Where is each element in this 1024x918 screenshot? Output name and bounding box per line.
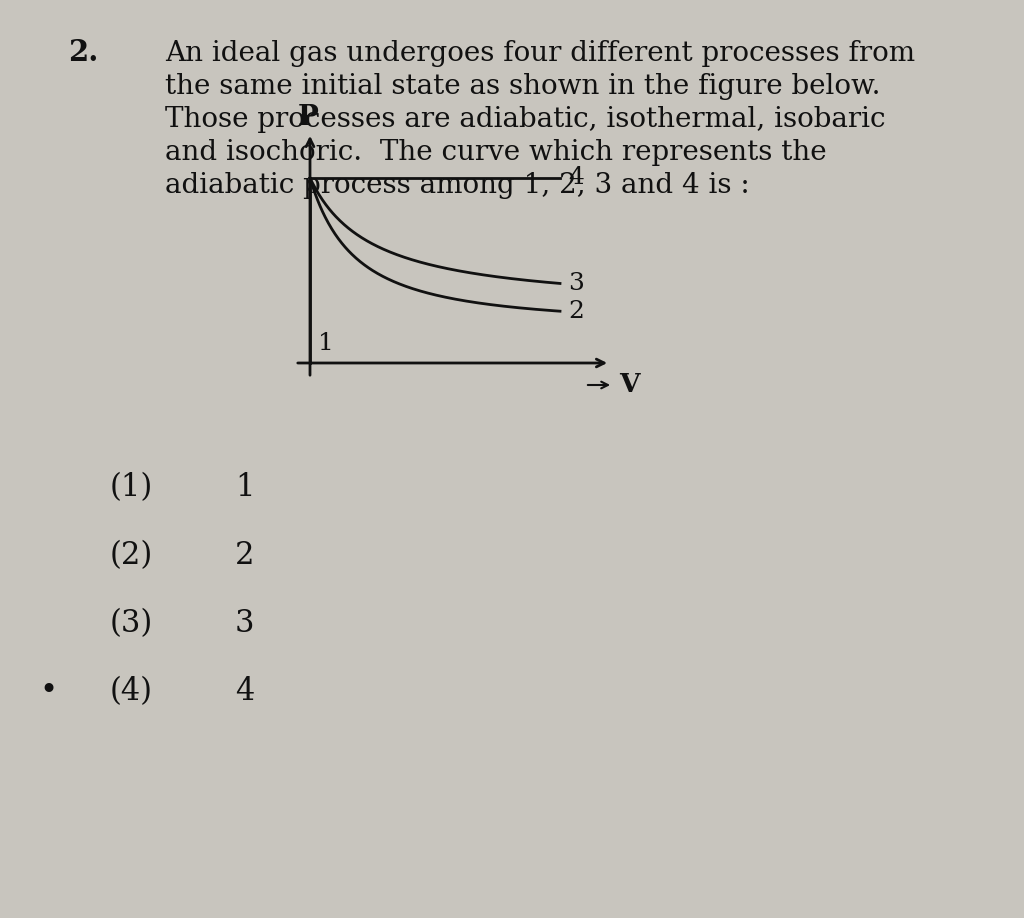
Text: An ideal gas undergoes four different processes from: An ideal gas undergoes four different pr… [165,40,915,67]
Text: 4: 4 [234,677,254,708]
Text: (2): (2) [110,541,154,572]
Text: 2: 2 [568,299,584,323]
Text: 3: 3 [234,609,255,640]
Text: (3): (3) [110,609,154,640]
Text: and isochoric.  The curve which represents the: and isochoric. The curve which represent… [165,139,826,166]
Text: 1: 1 [234,473,255,503]
Text: 4: 4 [568,166,584,189]
Text: adiabatic process among 1, 2, 3 and 4 is :: adiabatic process among 1, 2, 3 and 4 is… [165,172,750,199]
Text: (4): (4) [110,677,153,708]
Text: 2: 2 [234,541,255,572]
Text: 1: 1 [318,332,334,355]
Text: •: • [39,677,57,708]
Text: V: V [618,373,640,397]
Text: P: P [298,104,318,131]
Text: the same initial state as shown in the figure below.: the same initial state as shown in the f… [165,73,881,100]
Text: 3: 3 [568,272,584,295]
Text: 2.: 2. [68,38,98,67]
Text: (1): (1) [110,473,154,503]
Text: Those processes are adiabatic, isothermal, isobaric: Those processes are adiabatic, isotherma… [165,106,886,133]
